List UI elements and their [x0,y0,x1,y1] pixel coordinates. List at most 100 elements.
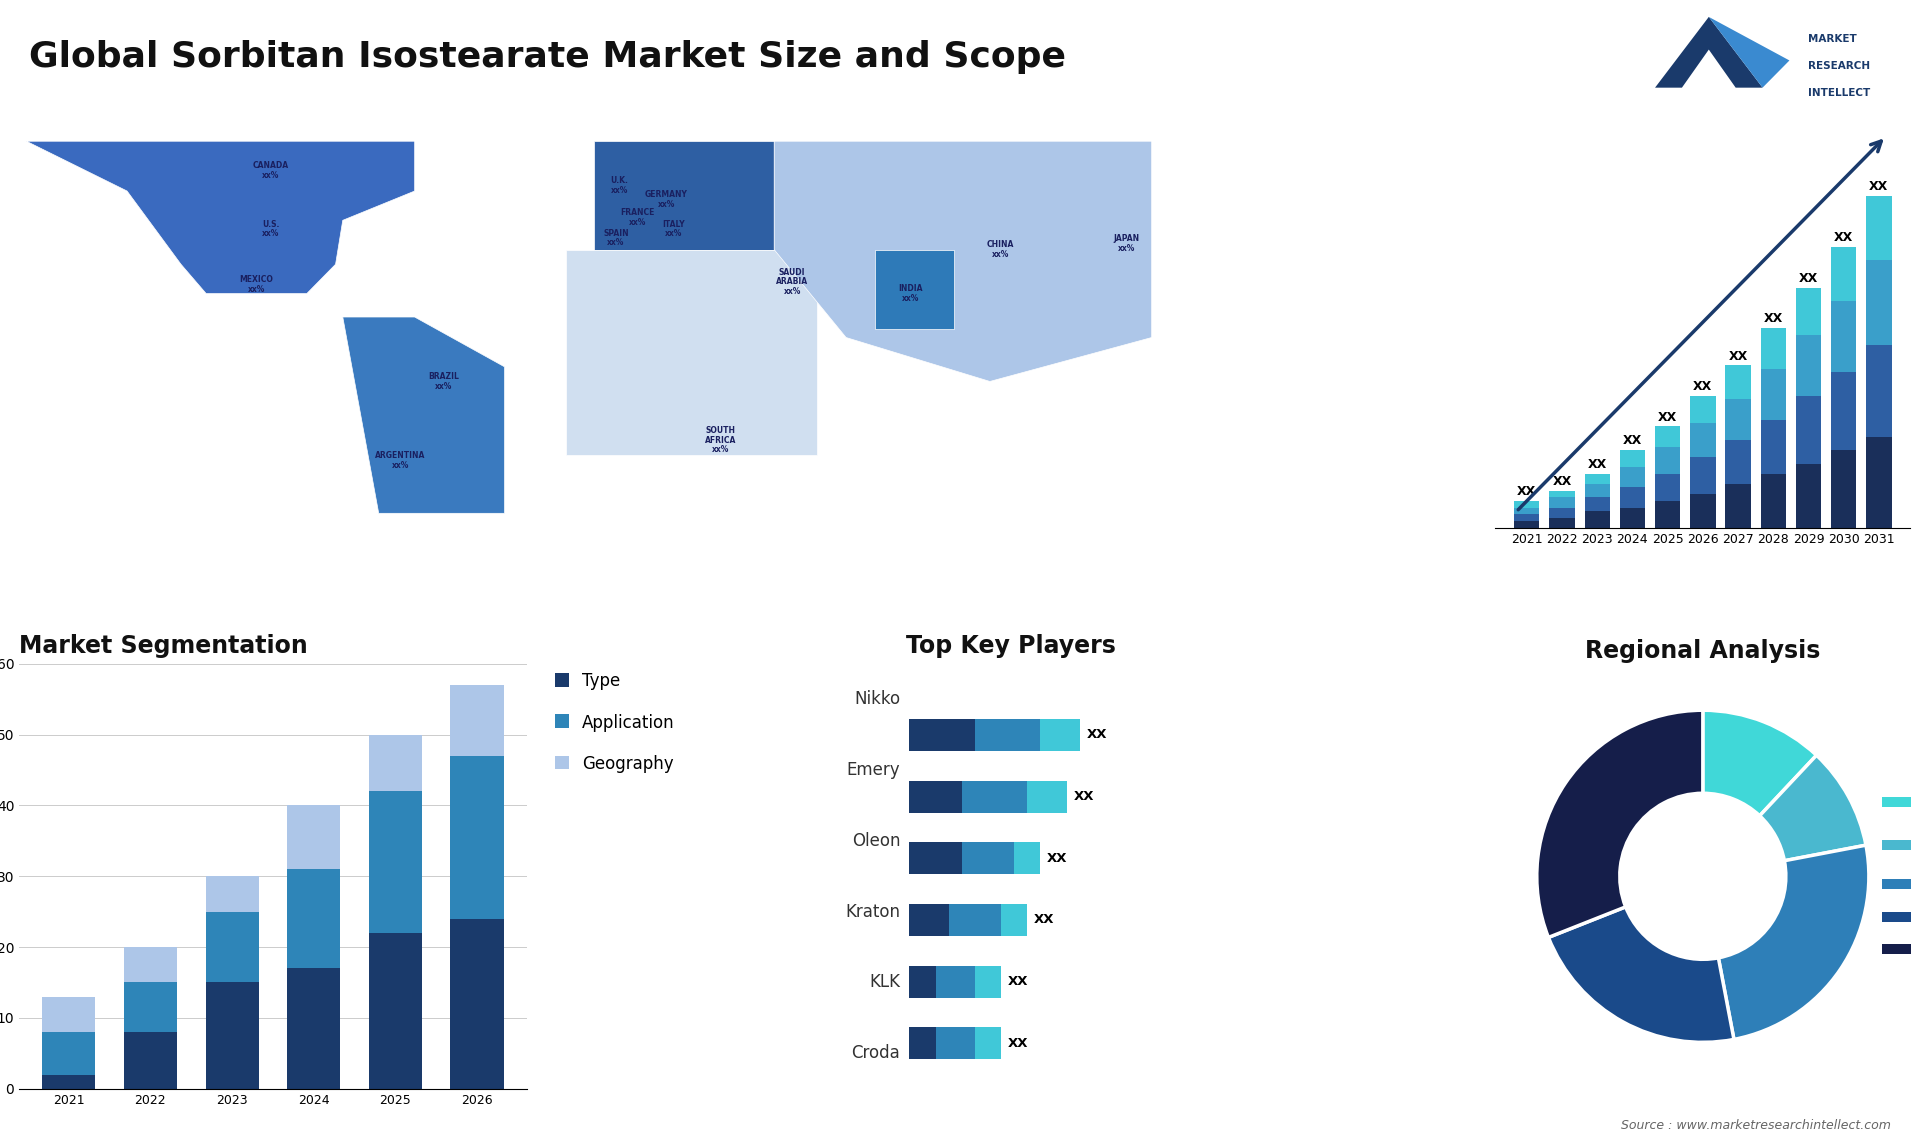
Text: MARKET: MARKET [1809,33,1857,44]
Bar [1584,473,1609,484]
Bar [369,792,422,933]
Bar [205,877,259,912]
Text: RESEARCH: RESEARCH [1809,61,1870,71]
Text: Nikko: Nikko [854,690,900,708]
Text: SAUDI
ARABIA
xx%: SAUDI ARABIA xx% [776,268,808,296]
Bar [369,933,422,1089]
Text: XX: XX [1622,434,1642,447]
Text: XX: XX [1764,313,1784,325]
Bar [1655,447,1680,473]
Text: FRANCE
xx%: FRANCE xx% [620,209,655,227]
Bar [1726,440,1751,484]
Bar [1690,423,1715,457]
Bar [288,968,340,1089]
Polygon shape [1655,17,1763,87]
Bar [1832,301,1857,372]
Text: MEXICO
xx%: MEXICO xx% [240,275,273,295]
Text: Kraton: Kraton [845,903,900,920]
Bar [1866,345,1891,437]
Text: SOUTH
AFRICA
xx%: SOUTH AFRICA xx% [705,426,735,454]
Text: XX: XX [1870,180,1889,194]
Wedge shape [1718,846,1868,1039]
Text: Source : www.marketresearchintellect.com: Source : www.marketresearchintellect.com [1620,1120,1891,1132]
Wedge shape [1548,906,1734,1043]
Bar [1549,490,1574,497]
Bar [1620,450,1645,466]
Text: INDIA
xx%: INDIA xx% [899,284,924,303]
Text: KLK: KLK [870,973,900,991]
Text: U.S.
xx%: U.S. xx% [263,220,280,238]
Bar [1549,497,1574,508]
Text: JAPAN
xx%: JAPAN xx% [1114,235,1140,253]
Bar [1549,508,1574,518]
Bar [1832,372,1857,450]
Text: Global Sorbitan Isostearate Market Size and Scope: Global Sorbitan Isostearate Market Size … [29,40,1066,74]
Bar [1549,518,1574,528]
Bar [1832,246,1857,301]
Bar [1726,366,1751,399]
Bar [1515,501,1540,508]
Bar [1584,497,1609,511]
Bar [1795,464,1820,528]
Text: ITALY
xx%: ITALY xx% [662,220,685,238]
Text: ARGENTINA
xx%: ARGENTINA xx% [374,452,426,470]
Text: CANADA
xx%: CANADA xx% [253,162,288,180]
Polygon shape [27,141,415,293]
Bar [42,1033,96,1075]
Bar [288,869,340,968]
Bar [1726,399,1751,440]
Bar [1690,457,1715,494]
Text: XX: XX [1693,380,1713,393]
Bar [1620,487,1645,508]
Bar [1584,511,1609,528]
Text: XX: XX [1799,272,1818,285]
Title: Top Key Players: Top Key Players [906,634,1116,658]
Bar [451,756,503,919]
Text: XX: XX [1517,485,1536,499]
Bar [1515,515,1540,521]
Bar [205,912,259,982]
Bar [205,982,259,1089]
Polygon shape [774,141,1152,382]
Bar [1620,466,1645,487]
Title: Regional Analysis: Regional Analysis [1586,638,1820,662]
Bar [1761,328,1786,369]
Bar [1655,473,1680,501]
Bar [369,735,422,792]
Bar [1726,484,1751,528]
Text: INTELLECT: INTELLECT [1809,88,1870,99]
Bar [1866,260,1891,345]
Bar [1690,494,1715,528]
Bar [1515,508,1540,515]
Text: XX: XX [1588,458,1607,471]
Bar [1515,521,1540,528]
Bar [451,685,503,756]
Wedge shape [1536,711,1703,937]
Wedge shape [1759,755,1866,861]
Bar [125,1033,177,1089]
Wedge shape [1703,711,1816,816]
Text: Market Segmentation: Market Segmentation [19,634,307,658]
Bar [451,919,503,1089]
Bar [1795,395,1820,464]
Bar [1761,369,1786,419]
Bar [1795,288,1820,335]
Bar [125,982,177,1033]
Legend: Latin America, Middle East &
Africa, Asia Pacific, Europe, North America: Latin America, Middle East & Africa, Asi… [1876,790,1920,964]
Bar [125,947,177,982]
Bar [42,1075,96,1089]
Bar [1620,508,1645,528]
Text: XX: XX [1728,350,1747,362]
Text: Emery: Emery [847,761,900,779]
Bar [288,806,340,869]
Bar [1866,437,1891,528]
Legend: Type, Application, Geography: Type, Application, Geography [555,673,674,772]
Bar [1795,335,1820,395]
Text: XX: XX [1553,474,1572,488]
Bar [1832,450,1857,528]
Text: SPAIN
xx%: SPAIN xx% [603,228,630,248]
Polygon shape [344,317,505,513]
Text: CHINA
xx%: CHINA xx% [987,241,1014,259]
Polygon shape [595,141,774,250]
Text: BRAZIL
xx%: BRAZIL xx% [428,372,459,391]
